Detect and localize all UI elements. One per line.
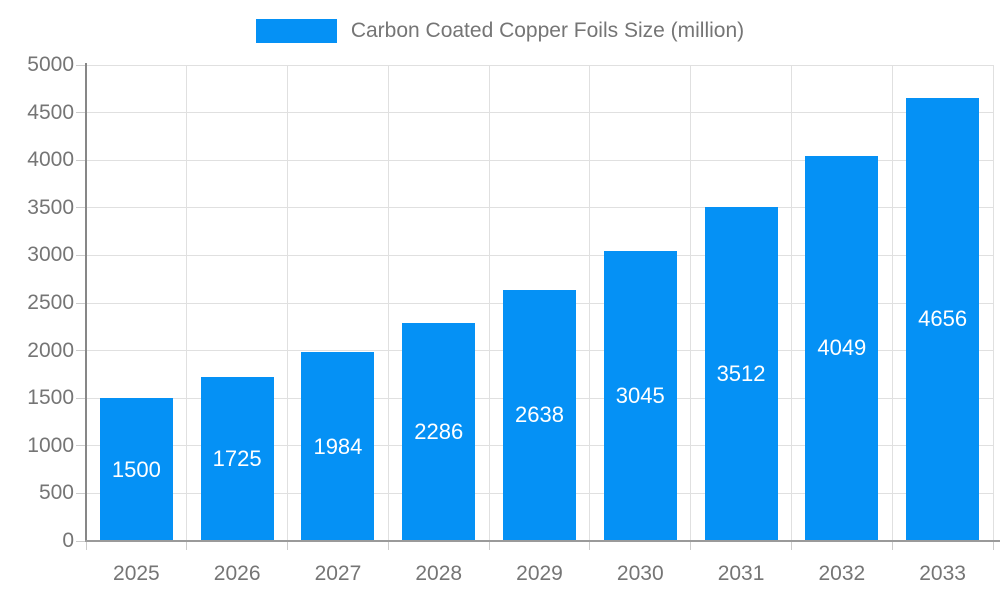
- y-axis-label: 3000: [27, 243, 74, 267]
- bar-value-label: 1500: [111, 456, 161, 482]
- y-axis-label: 500: [38, 481, 74, 505]
- y-axis-tick: [76, 397, 86, 399]
- bar-value-label: 1984: [313, 433, 363, 459]
- y-axis-label: 0: [62, 529, 74, 552]
- bar-2030[interactable]: [603, 251, 677, 541]
- y-axis-tick: [76, 207, 86, 209]
- x-axis-label: 2031: [717, 562, 765, 585]
- y-axis-tick: [76, 254, 86, 256]
- bar-2031[interactable]: [704, 206, 778, 541]
- x-axis-tick: [790, 541, 792, 550]
- x-axis-label: 2029: [516, 562, 563, 585]
- y-axis-label: 5000: [27, 53, 74, 76]
- gridline-vertical: [287, 65, 289, 541]
- y-axis-label: 3500: [27, 195, 74, 219]
- x-axis-label: 2025: [113, 562, 160, 585]
- bar-value-label: 4049: [817, 335, 867, 361]
- y-axis-label: 1500: [27, 386, 74, 410]
- gridline-horizontal: [86, 112, 993, 114]
- bar-value-label: 2286: [414, 419, 464, 445]
- y-axis-label: 2000: [27, 338, 74, 362]
- x-axis-label: 2027: [314, 562, 362, 585]
- y-axis-label: 1000: [27, 433, 74, 457]
- bar-2032[interactable]: [805, 155, 879, 541]
- gridline-vertical: [387, 65, 389, 541]
- y-axis-tick: [76, 445, 86, 447]
- gridline-horizontal: [86, 254, 993, 256]
- y-axis-label: 4500: [27, 100, 74, 124]
- x-axis-tick: [186, 541, 188, 550]
- y-axis-label: 4000: [27, 148, 74, 172]
- legend-label: Carbon Coated Copper Foils Size (million…: [350, 19, 745, 42]
- bar-value-label: 3045: [615, 383, 665, 409]
- x-axis-tick: [85, 541, 87, 550]
- x-axis-label: 2033: [919, 562, 966, 585]
- y-axis-tick: [76, 64, 86, 66]
- gridline-vertical: [589, 65, 591, 541]
- bar-value-label: 4656: [918, 306, 968, 332]
- x-axis-tick: [891, 541, 893, 550]
- y-axis-tick: [76, 302, 86, 304]
- x-axis-tick: [387, 541, 389, 550]
- x-axis-line: [85, 540, 1000, 542]
- y-axis-line: [85, 63, 87, 541]
- bar-value-label: 3512: [716, 360, 766, 386]
- gridline-vertical: [891, 65, 893, 541]
- bar-2027[interactable]: [301, 352, 375, 541]
- y-axis-tick: [76, 112, 86, 114]
- bar-value-label: 2638: [515, 402, 564, 428]
- x-axis-label: 2032: [818, 562, 866, 585]
- y-axis-label: 2500: [27, 291, 74, 314]
- legend-swatch[interactable]: [255, 19, 337, 43]
- bar-2026[interactable]: [200, 376, 274, 541]
- x-axis-tick: [488, 541, 490, 550]
- bar-2028[interactable]: [402, 323, 476, 541]
- gridline-horizontal: [86, 207, 993, 209]
- y-axis-tick: [76, 350, 86, 352]
- x-axis-tick: [287, 541, 289, 550]
- bar-2029[interactable]: [503, 289, 576, 541]
- x-axis-tick: [690, 541, 692, 550]
- legend[interactable]: Carbon Coated Copper Foils Size (million…: [0, 19, 1000, 43]
- x-axis-tick: [992, 541, 994, 550]
- gridline-horizontal: [86, 64, 993, 66]
- gridline-vertical: [186, 65, 188, 541]
- bar-value-label: 1725: [212, 445, 262, 471]
- gridline-vertical: [488, 65, 490, 541]
- x-axis-label: 2028: [415, 562, 463, 585]
- bar-2025[interactable]: [99, 398, 173, 541]
- y-axis-tick: [76, 540, 86, 542]
- gridline-vertical: [790, 65, 792, 541]
- gridline-vertical: [992, 65, 994, 541]
- gridline-horizontal: [86, 159, 993, 161]
- y-axis-tick: [76, 159, 86, 161]
- x-axis-label: 2030: [616, 562, 664, 585]
- gridline-vertical: [690, 65, 692, 541]
- x-axis-label: 2026: [213, 562, 261, 585]
- bar-2033[interactable]: [906, 97, 980, 541]
- x-axis-tick: [589, 541, 591, 550]
- y-axis-tick: [76, 492, 86, 494]
